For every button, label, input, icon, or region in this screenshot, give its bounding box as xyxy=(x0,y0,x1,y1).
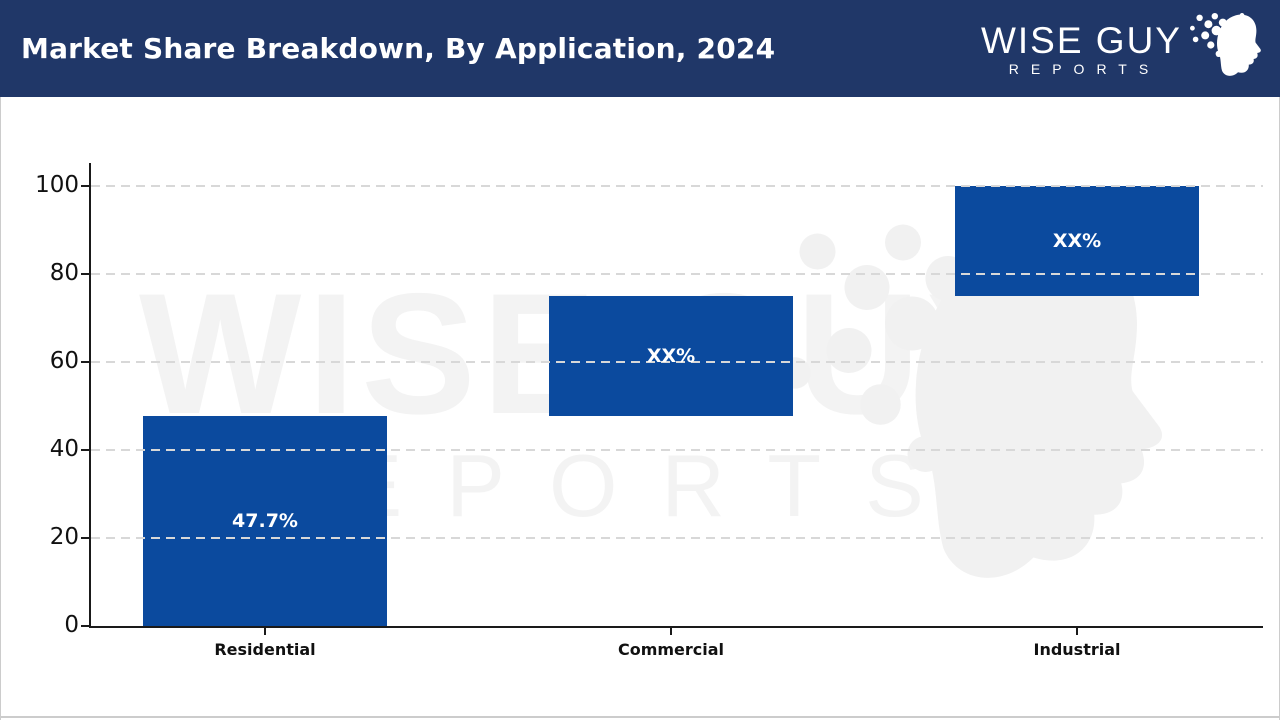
y-tick-label-80: 80 xyxy=(49,260,79,286)
bar-value-label: XX% xyxy=(1052,230,1102,252)
gridline-60 xyxy=(91,361,1263,363)
gridline-100 xyxy=(91,185,1263,187)
x-category-label-industrial: Industrial xyxy=(1033,640,1121,659)
x-category-label-residential: Residential xyxy=(214,640,316,659)
brand-logo: WISE GUY REPORTS xyxy=(981,8,1280,90)
bar-commercial xyxy=(549,296,793,417)
logo-name-text: WISE GUY xyxy=(980,19,1182,61)
gridline-40 xyxy=(91,449,1263,451)
y-tick-100 xyxy=(81,185,89,187)
gridline-80 xyxy=(91,273,1263,275)
logo-wordmark: WISE GUY REPORTS xyxy=(981,22,1182,76)
bar-residential xyxy=(143,416,387,626)
dotted-face-icon xyxy=(1190,12,1261,76)
bottom-border-rule xyxy=(1,716,1279,718)
x-tick-industrial xyxy=(1076,628,1078,635)
logo-subtitle-text: REPORTS xyxy=(1008,60,1161,77)
x-tick-residential xyxy=(264,628,266,635)
bar-label-box-residential: 47.7% xyxy=(143,416,387,626)
bar-label-box-industrial: XX% xyxy=(955,186,1199,296)
y-tick-40 xyxy=(81,449,89,451)
y-axis-line xyxy=(89,163,91,628)
y-tick-label-40: 40 xyxy=(49,436,79,462)
bar-industrial xyxy=(955,186,1199,296)
y-tick-label-60: 60 xyxy=(49,348,79,374)
y-tick-label-100: 100 xyxy=(35,172,79,198)
y-tick-60 xyxy=(81,361,89,363)
y-tick-0 xyxy=(81,625,89,627)
y-tick-80 xyxy=(81,273,89,275)
y-tick-label-20: 20 xyxy=(49,524,79,550)
x-axis-line xyxy=(89,626,1263,628)
header: Market Share Breakdown, By Application, … xyxy=(0,0,1280,97)
bar-value-label: 47.7% xyxy=(232,510,298,533)
x-category-label-commercial: Commercial xyxy=(617,640,725,659)
bar-value-label: XX% xyxy=(646,345,696,368)
bar-label-box-commercial: XX% xyxy=(549,296,793,416)
chart-title: Market Share Breakdown, By Application, … xyxy=(21,32,776,65)
chart-canvas: WISE GUY REPORTS 02040608010047.7%Reside… xyxy=(0,97,1280,720)
gridline-20 xyxy=(91,537,1263,539)
y-tick-label-0: 0 xyxy=(64,612,79,638)
x-tick-commercial xyxy=(670,628,672,635)
y-tick-20 xyxy=(81,537,89,539)
